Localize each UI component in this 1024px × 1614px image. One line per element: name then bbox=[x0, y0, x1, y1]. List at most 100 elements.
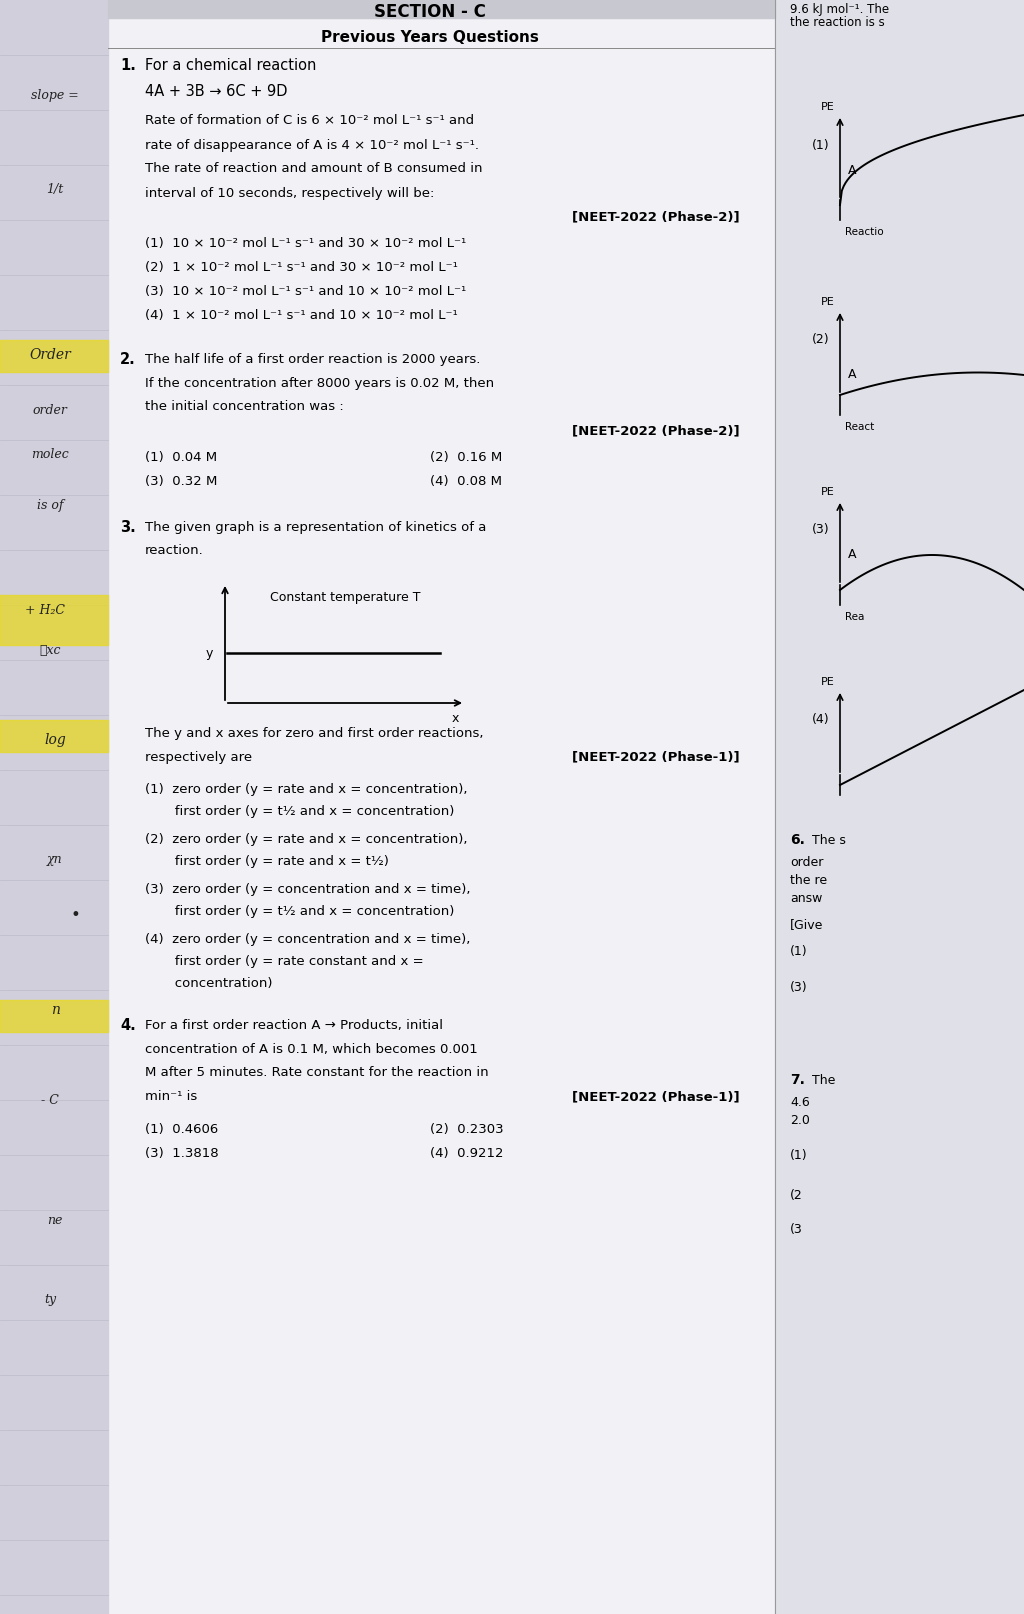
Text: (2)  0.2303: (2) 0.2303 bbox=[430, 1122, 504, 1136]
Bar bbox=[775, 0, 1024, 1614]
Text: x: x bbox=[452, 712, 459, 726]
Text: The: The bbox=[812, 1073, 836, 1086]
Text: For a chemical reaction: For a chemical reaction bbox=[145, 58, 316, 73]
Text: reaction.: reaction. bbox=[145, 544, 204, 557]
Text: (1): (1) bbox=[812, 139, 829, 152]
Text: y: y bbox=[206, 647, 213, 660]
Text: (1)  0.04 M: (1) 0.04 M bbox=[145, 450, 217, 463]
Text: log: log bbox=[44, 733, 66, 747]
Text: A: A bbox=[848, 368, 856, 381]
Text: Order: Order bbox=[29, 349, 71, 362]
Text: first order (y = rate and x = t½): first order (y = rate and x = t½) bbox=[145, 854, 389, 867]
Text: (3)  1.3818: (3) 1.3818 bbox=[145, 1146, 219, 1159]
Text: is of: is of bbox=[37, 499, 63, 512]
Text: PE: PE bbox=[821, 487, 835, 497]
Bar bbox=[108, 0, 775, 18]
Text: (3): (3) bbox=[790, 981, 808, 994]
Text: ne: ne bbox=[47, 1214, 62, 1227]
Text: rate of disappearance of A is 4 × 10⁻² mol L⁻¹ s⁻¹.: rate of disappearance of A is 4 × 10⁻² m… bbox=[145, 139, 479, 152]
Text: The given graph is a representation of kinetics of a: The given graph is a representation of k… bbox=[145, 520, 486, 534]
Text: •: • bbox=[70, 907, 80, 923]
Text: Rate of formation of C is 6 × 10⁻² mol L⁻¹ s⁻¹ and: Rate of formation of C is 6 × 10⁻² mol L… bbox=[145, 115, 474, 128]
Text: A: A bbox=[848, 163, 856, 176]
Text: 1.: 1. bbox=[120, 58, 136, 73]
Text: concentration of A is 0.1 M, which becomes 0.001: concentration of A is 0.1 M, which becom… bbox=[145, 1043, 478, 1056]
Text: The half life of a first order reaction is 2000 years.: The half life of a first order reaction … bbox=[145, 352, 480, 365]
Text: Constant temperature T: Constant temperature T bbox=[269, 591, 420, 604]
Bar bbox=[0, 341, 108, 371]
Text: molec: molec bbox=[31, 449, 69, 462]
Text: (2)  0.16 M: (2) 0.16 M bbox=[430, 450, 502, 463]
Text: order: order bbox=[790, 855, 823, 868]
Text: - C: - C bbox=[41, 1094, 59, 1107]
Text: first order (y = rate constant and x =: first order (y = rate constant and x = bbox=[145, 954, 424, 967]
Text: (4)  1 × 10⁻² mol L⁻¹ s⁻¹ and 10 × 10⁻² mol L⁻¹: (4) 1 × 10⁻² mol L⁻¹ s⁻¹ and 10 × 10⁻² m… bbox=[145, 308, 458, 321]
Text: the reaction is s: the reaction is s bbox=[790, 16, 885, 29]
Text: respectively are: respectively are bbox=[145, 751, 252, 763]
Text: answ: answ bbox=[790, 891, 822, 904]
Text: 4A + 3B → 6C + 9D: 4A + 3B → 6C + 9D bbox=[145, 84, 288, 98]
Text: The s: The s bbox=[812, 833, 846, 846]
Text: (1): (1) bbox=[790, 946, 808, 959]
Text: PE: PE bbox=[821, 676, 835, 688]
Text: (1)  zero order (y = rate and x = concentration),: (1) zero order (y = rate and x = concent… bbox=[145, 783, 468, 796]
Text: SECTION - C: SECTION - C bbox=[374, 3, 486, 21]
Text: If the concentration after 8000 years is 0.02 M, then: If the concentration after 8000 years is… bbox=[145, 376, 495, 389]
Text: The y and x axes for zero and first order reactions,: The y and x axes for zero and first orde… bbox=[145, 726, 483, 739]
Text: [NEET-2022 (Phase-2)]: [NEET-2022 (Phase-2)] bbox=[572, 210, 740, 223]
Text: 2.0: 2.0 bbox=[790, 1114, 810, 1127]
Text: ty: ty bbox=[44, 1293, 56, 1306]
Text: (4): (4) bbox=[812, 713, 829, 726]
Text: (1)  0.4606: (1) 0.4606 bbox=[145, 1122, 218, 1136]
Text: M after 5 minutes. Rate constant for the reaction in: M after 5 minutes. Rate constant for the… bbox=[145, 1067, 488, 1080]
Text: the re: the re bbox=[790, 873, 827, 886]
Text: [NEET-2022 (Phase-2)]: [NEET-2022 (Phase-2)] bbox=[572, 424, 740, 437]
Text: PE: PE bbox=[821, 297, 835, 307]
Text: 6.: 6. bbox=[790, 833, 805, 847]
Text: (3): (3) bbox=[812, 523, 829, 536]
Text: (4)  0.08 M: (4) 0.08 M bbox=[430, 475, 502, 487]
Text: χn: χn bbox=[47, 854, 62, 867]
Text: A: A bbox=[848, 549, 856, 562]
Text: [NEET-2022 (Phase-1)]: [NEET-2022 (Phase-1)] bbox=[572, 1091, 740, 1104]
Text: React: React bbox=[845, 421, 874, 433]
Text: 7.: 7. bbox=[790, 1073, 805, 1086]
Text: (3)  10 × 10⁻² mol L⁻¹ s⁻¹ and 10 × 10⁻² mol L⁻¹: (3) 10 × 10⁻² mol L⁻¹ s⁻¹ and 10 × 10⁻² … bbox=[145, 284, 466, 297]
Text: 2.: 2. bbox=[120, 352, 136, 366]
Text: 1/t: 1/t bbox=[46, 184, 63, 197]
Text: [Give: [Give bbox=[790, 918, 823, 931]
Bar bbox=[0, 720, 108, 752]
Text: first order (y = t½ and x = concentration): first order (y = t½ and x = concentratio… bbox=[145, 904, 455, 917]
Text: Previous Years Questions: Previous Years Questions bbox=[322, 31, 539, 45]
Text: concentration): concentration) bbox=[145, 976, 272, 989]
Text: (3: (3 bbox=[790, 1223, 803, 1236]
Text: The rate of reaction and amount of B consumed in: The rate of reaction and amount of B con… bbox=[145, 163, 482, 176]
Text: (3)  0.32 M: (3) 0.32 M bbox=[145, 475, 217, 487]
Bar bbox=[0, 596, 108, 646]
Bar bbox=[0, 0, 108, 1614]
Text: Reactio: Reactio bbox=[845, 228, 884, 237]
Text: (2): (2) bbox=[812, 334, 829, 347]
Text: + H₂C: + H₂C bbox=[25, 604, 65, 617]
Text: (1): (1) bbox=[790, 1149, 808, 1162]
Text: (4)  zero order (y = concentration and x = time),: (4) zero order (y = concentration and x … bbox=[145, 933, 470, 946]
Text: (2)  1 × 10⁻² mol L⁻¹ s⁻¹ and 30 × 10⁻² mol L⁻¹: (2) 1 × 10⁻² mol L⁻¹ s⁻¹ and 30 × 10⁻² m… bbox=[145, 260, 458, 273]
Text: order: order bbox=[33, 404, 68, 416]
Text: the initial concentration was :: the initial concentration was : bbox=[145, 400, 344, 413]
Text: (4)  0.9212: (4) 0.9212 bbox=[430, 1146, 504, 1159]
Text: (2: (2 bbox=[790, 1188, 803, 1201]
Text: ℓxc: ℓxc bbox=[39, 644, 60, 657]
Text: 4.6: 4.6 bbox=[790, 1096, 810, 1109]
Bar bbox=[0, 1001, 108, 1031]
Text: (1)  10 × 10⁻² mol L⁻¹ s⁻¹ and 30 × 10⁻² mol L⁻¹: (1) 10 × 10⁻² mol L⁻¹ s⁻¹ and 30 × 10⁻² … bbox=[145, 237, 466, 250]
Text: 9.6 kJ mol⁻¹. The: 9.6 kJ mol⁻¹. The bbox=[790, 3, 889, 16]
Text: 4.: 4. bbox=[120, 1017, 136, 1033]
Text: Rea: Rea bbox=[845, 612, 864, 621]
Text: [NEET-2022 (Phase-1)]: [NEET-2022 (Phase-1)] bbox=[572, 751, 740, 763]
Bar bbox=[108, 0, 775, 1614]
Text: interval of 10 seconds, respectively will be:: interval of 10 seconds, respectively wil… bbox=[145, 187, 434, 200]
Text: For a first order reaction A → Products, initial: For a first order reaction A → Products,… bbox=[145, 1018, 443, 1031]
Text: 3.: 3. bbox=[120, 520, 136, 534]
Text: (2)  zero order (y = rate and x = concentration),: (2) zero order (y = rate and x = concent… bbox=[145, 833, 468, 846]
Text: first order (y = t½ and x = concentration): first order (y = t½ and x = concentratio… bbox=[145, 804, 455, 818]
